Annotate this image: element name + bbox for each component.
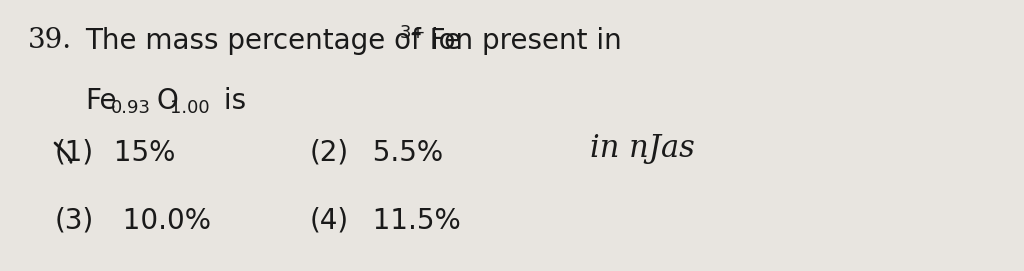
Text: 15%: 15% xyxy=(105,139,175,167)
Text: 0.93: 0.93 xyxy=(111,99,151,117)
Text: (1): (1) xyxy=(55,139,94,167)
Text: 3+: 3+ xyxy=(400,24,427,42)
Text: (4): (4) xyxy=(310,207,349,235)
Text: O: O xyxy=(157,87,179,115)
Text: 39.: 39. xyxy=(28,27,72,54)
Text: 5.5%: 5.5% xyxy=(355,139,443,167)
Text: The mass percentage of Fe: The mass percentage of Fe xyxy=(85,27,461,55)
Text: (3): (3) xyxy=(55,207,94,235)
Text: in nJas: in nJas xyxy=(590,134,694,164)
Text: is: is xyxy=(215,87,246,115)
Text: Fe: Fe xyxy=(85,87,117,115)
Text: ion present in: ion present in xyxy=(422,27,622,55)
Text: 11.5%: 11.5% xyxy=(355,207,461,235)
Text: 10.0%: 10.0% xyxy=(105,207,211,235)
Text: (2): (2) xyxy=(310,139,349,167)
Text: 1.00: 1.00 xyxy=(170,99,210,117)
